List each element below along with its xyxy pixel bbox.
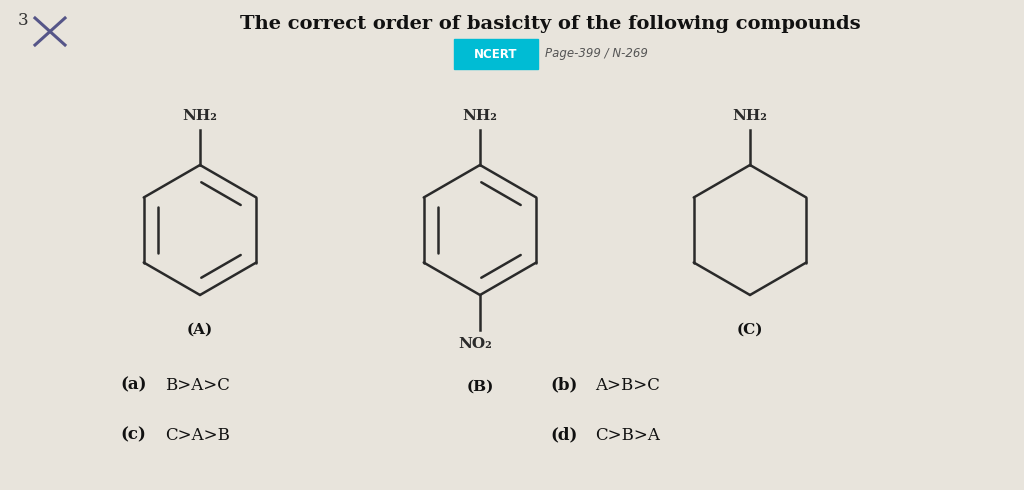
Text: (B): (B) xyxy=(466,380,494,394)
Text: B>A>C: B>A>C xyxy=(165,376,229,393)
Text: C>B>A: C>B>A xyxy=(595,426,659,443)
Text: C>A>B: C>A>B xyxy=(165,426,229,443)
Text: 3: 3 xyxy=(18,12,29,29)
Text: NO₂: NO₂ xyxy=(458,337,492,351)
Text: (c): (c) xyxy=(120,426,145,443)
Text: A>B>C: A>B>C xyxy=(595,376,659,393)
Text: (a): (a) xyxy=(120,376,146,393)
Text: NH₂: NH₂ xyxy=(732,109,767,123)
FancyBboxPatch shape xyxy=(454,39,538,69)
Text: (b): (b) xyxy=(550,376,578,393)
Text: NH₂: NH₂ xyxy=(182,109,217,123)
Text: (A): (A) xyxy=(186,323,213,337)
Text: NCERT: NCERT xyxy=(474,48,518,60)
Text: NH₂: NH₂ xyxy=(463,109,498,123)
Text: Page-399 / N-269: Page-399 / N-269 xyxy=(545,48,648,60)
Text: (d): (d) xyxy=(550,426,578,443)
Text: (C): (C) xyxy=(736,323,763,337)
Text: The correct order of basicity of the following compounds: The correct order of basicity of the fol… xyxy=(240,15,860,33)
